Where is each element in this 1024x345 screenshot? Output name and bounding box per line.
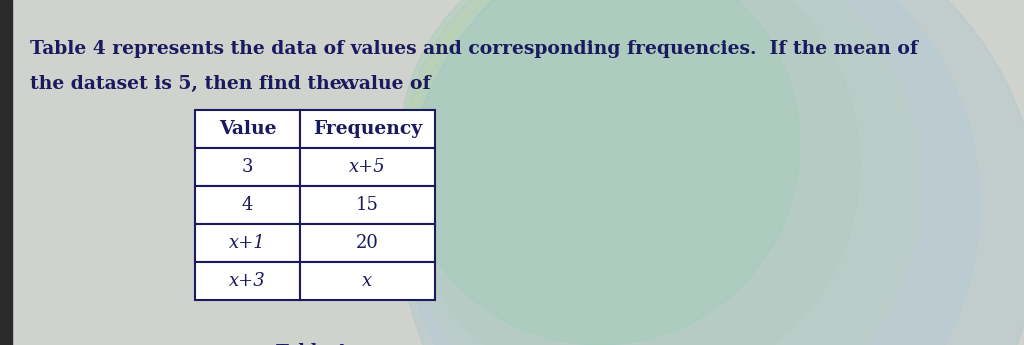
Text: 3: 3: [242, 158, 253, 176]
Bar: [195, 110, 300, 148]
Bar: [195, 148, 300, 186]
Bar: [300, 186, 435, 224]
Circle shape: [400, 0, 800, 345]
Bar: [195, 262, 300, 300]
Bar: [300, 262, 435, 300]
Text: x: x: [338, 75, 349, 93]
Text: .: .: [348, 75, 355, 93]
Bar: [300, 110, 435, 148]
Text: Table 4:: Table 4:: [276, 343, 353, 345]
Text: x+5: x+5: [349, 158, 386, 176]
Bar: [195, 224, 300, 262]
Circle shape: [400, 0, 920, 345]
Circle shape: [400, 0, 980, 345]
Text: Value: Value: [219, 120, 276, 138]
Circle shape: [400, 0, 1024, 345]
Text: Frequency: Frequency: [313, 120, 422, 138]
Text: the dataset is 5, then find the value of: the dataset is 5, then find the value of: [30, 75, 437, 93]
Bar: [300, 148, 435, 186]
Text: x+1: x+1: [229, 234, 266, 252]
Bar: [0, 0, 12, 345]
Text: 20: 20: [356, 234, 379, 252]
Text: x+3: x+3: [229, 272, 266, 290]
Bar: [195, 186, 300, 224]
Text: x: x: [362, 272, 373, 290]
Text: 4: 4: [242, 196, 253, 214]
Text: 15: 15: [356, 196, 379, 214]
Circle shape: [400, 0, 860, 345]
Bar: [300, 224, 435, 262]
Text: Table 4 represents the data of values and corresponding frequencies.  If the mea: Table 4 represents the data of values an…: [30, 40, 918, 58]
